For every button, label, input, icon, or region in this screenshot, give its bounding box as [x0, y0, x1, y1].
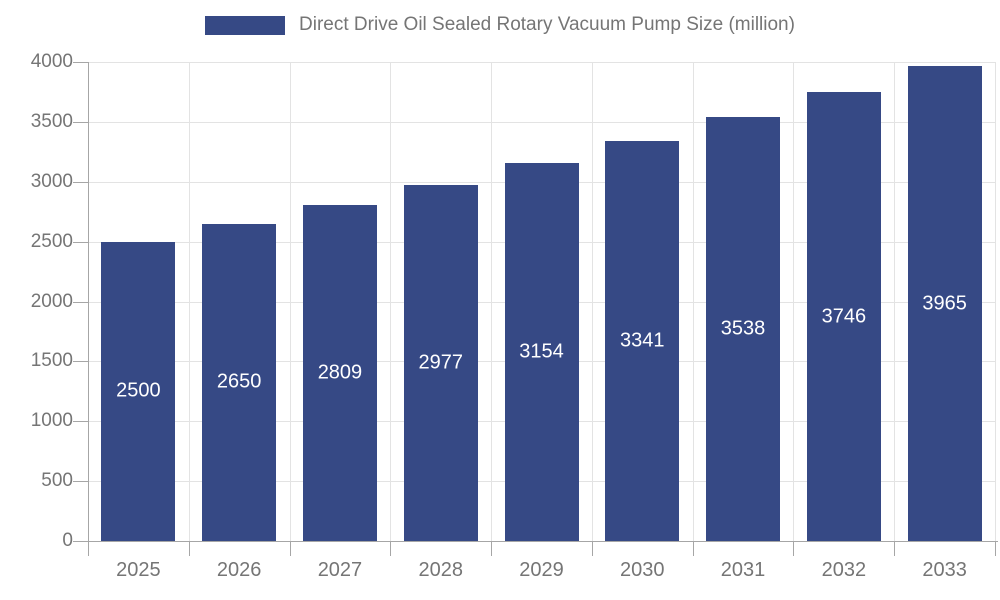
- x-axis-line: [88, 541, 998, 542]
- x-axis-tick: [591, 541, 593, 556]
- x-axis-label: 2026: [216, 559, 262, 581]
- x-axis-tick: [289, 541, 291, 556]
- y-axis-tick: [73, 301, 88, 303]
- bar-2029[interactable]: [504, 163, 579, 541]
- y-axis-tick: [73, 121, 88, 123]
- legend-label: Direct Drive Oil Sealed Rotary Vacuum Pu…: [299, 14, 795, 35]
- bar-value-label: 3965: [922, 292, 967, 315]
- x-axis-tick: [995, 541, 996, 556]
- bar-2030[interactable]: [605, 140, 680, 541]
- bar-value-label: 2977: [418, 351, 463, 374]
- bar-2028[interactable]: [403, 184, 478, 541]
- x-axis-tick: [793, 541, 795, 556]
- bar-value-label: 3746: [821, 305, 867, 328]
- x-axis-label: 2025: [116, 559, 161, 581]
- bar-2027[interactable]: [302, 204, 377, 541]
- y-axis-label: 3500: [30, 110, 73, 132]
- legend-swatch: [205, 15, 286, 35]
- gridline-vertical: [591, 62, 593, 541]
- bar-value-label: 2809: [317, 361, 363, 384]
- gridline-vertical: [793, 62, 795, 541]
- y-axis-label: 3000: [30, 170, 73, 192]
- x-axis-tick: [491, 541, 493, 556]
- bar-value-label: 2500: [116, 379, 161, 402]
- bar-value-label: 2650: [216, 370, 262, 393]
- bar-value-label: 3154: [519, 340, 564, 363]
- y-axis-label: 2000: [30, 290, 73, 312]
- x-axis-label: 2027: [317, 559, 363, 581]
- y-axis-tick: [73, 62, 88, 63]
- gridline-vertical: [995, 62, 996, 541]
- y-axis-tick: [73, 241, 88, 243]
- x-axis-label: 2031: [720, 559, 766, 581]
- y-axis-label: 1000: [30, 410, 73, 432]
- bar-2032[interactable]: [806, 92, 881, 541]
- bar-2033[interactable]: [907, 66, 982, 541]
- y-axis-label: 2500: [30, 230, 73, 252]
- x-axis-label: 2033: [922, 559, 967, 581]
- bar-value-label: 3341: [620, 329, 665, 352]
- x-axis-tick: [390, 541, 392, 556]
- y-axis-label: 500: [41, 470, 73, 492]
- gridline-horizontal: [88, 62, 995, 63]
- y-axis-tick: [73, 421, 88, 423]
- x-axis-tick: [188, 541, 190, 556]
- gridline-vertical: [692, 62, 694, 541]
- legend[interactable]: Direct Drive Oil Sealed Rotary Vacuum Pu…: [0, 14, 1000, 36]
- gridline-vertical: [188, 62, 190, 541]
- gridline-vertical: [390, 62, 392, 541]
- y-axis-tick: [73, 361, 88, 363]
- y-axis-label: 4000: [30, 51, 73, 72]
- bar-2026[interactable]: [202, 223, 277, 541]
- y-axis-tick: [73, 181, 88, 183]
- gridline-vertical: [289, 62, 291, 541]
- x-axis-label: 2028: [418, 559, 463, 581]
- x-axis-label: 2030: [620, 559, 665, 581]
- y-axis-label: 0: [62, 530, 73, 551]
- x-axis-tick: [88, 541, 89, 556]
- bar-2025[interactable]: [101, 241, 176, 541]
- gridline-vertical: [894, 62, 896, 541]
- y-axis-tick: [73, 481, 88, 483]
- x-axis-label: 2032: [821, 559, 867, 581]
- gridline-vertical: [491, 62, 493, 541]
- x-axis-tick: [692, 541, 694, 556]
- bar-2031[interactable]: [706, 117, 781, 541]
- x-axis-label: 2029: [519, 559, 564, 581]
- gridline-horizontal: [88, 121, 995, 123]
- x-axis-tick: [894, 541, 896, 556]
- y-axis-line: [88, 62, 89, 556]
- y-axis-tick: [73, 541, 88, 542]
- y-axis-label: 1500: [30, 350, 73, 372]
- bar-value-label: 3538: [720, 317, 766, 340]
